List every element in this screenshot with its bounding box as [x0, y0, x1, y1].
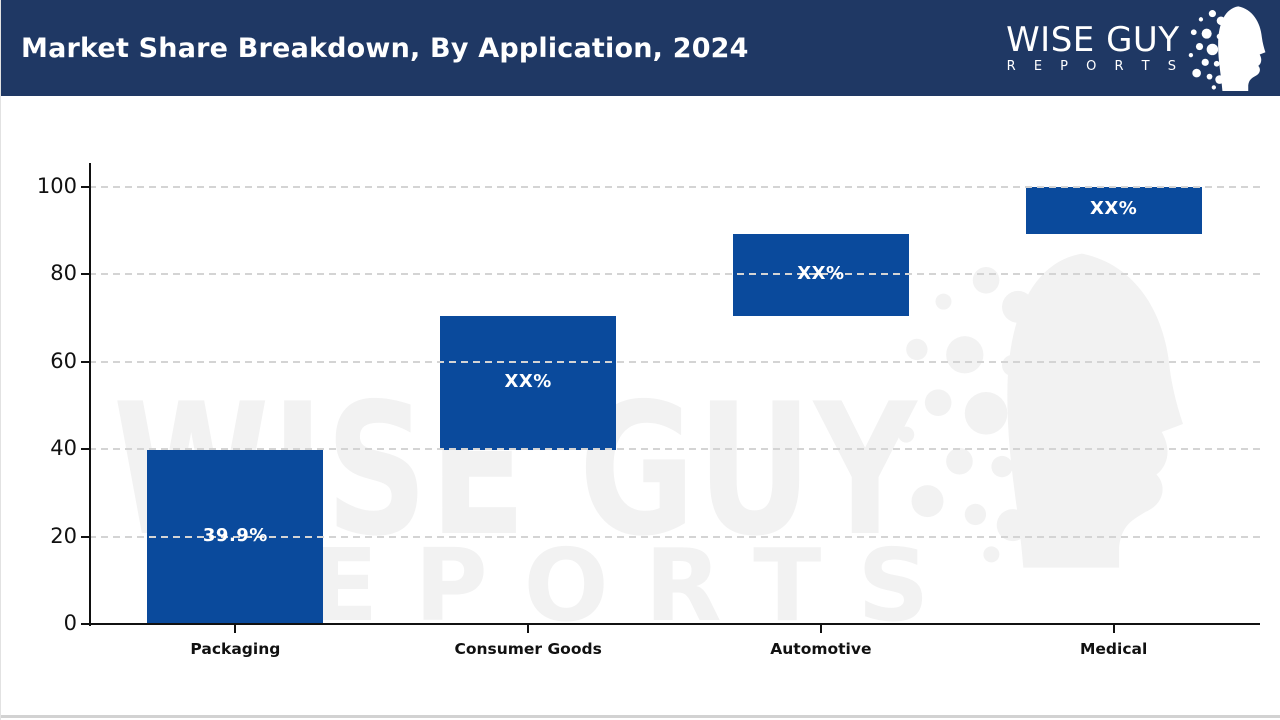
- bottom-border-line: [1, 715, 1280, 718]
- bar-value-label: XX%: [504, 370, 552, 392]
- bar-consumer-goods: [440, 316, 617, 450]
- logo-text: WISE GUY R E P O R T S: [1003, 23, 1183, 74]
- wise-guy-logo: WISE GUY R E P O R T S: [1003, 5, 1273, 91]
- chart-area: WISE GUY REPORTS 39.9% Packaging XX% Consum…: [1, 96, 1280, 720]
- gridline-y20: [89, 535, 1260, 538]
- page-title: Market Share Breakdown, By Application, …: [21, 32, 749, 64]
- y-axis-spine: [89, 163, 91, 626]
- x-tick-label: Packaging: [190, 640, 281, 658]
- y-tick-label: 100: [36, 174, 77, 198]
- y-tick-label: 40: [50, 436, 77, 461]
- bar-medical: [1025, 187, 1202, 234]
- y-tick-mark: [81, 535, 89, 538]
- bar-value-label: XX%: [1089, 198, 1138, 220]
- gridline-y60: [89, 360, 1260, 363]
- x-axis-baseline: [89, 623, 1260, 625]
- y-tick-label: 80: [50, 261, 77, 286]
- x-tick-label: Medical: [1079, 640, 1148, 658]
- bar-value-label: 39.9%: [202, 524, 268, 546]
- header-bar: Market Share Breakdown, By Application, …: [1, 0, 1280, 96]
- x-tick-mark: [527, 625, 530, 633]
- x-tick-mark: [234, 625, 237, 633]
- logo-subtext: R E P O R T S: [1006, 58, 1183, 74]
- logo-name: WISE GUY: [1006, 19, 1180, 60]
- x-tick-label: Automotive: [770, 640, 872, 658]
- y-tick-label: 60: [50, 348, 77, 373]
- y-tick-mark: [81, 186, 89, 188]
- y-tick-mark: [81, 273, 89, 276]
- bar-value-label: XX%: [797, 263, 845, 285]
- gridline-y40: [89, 448, 1260, 451]
- x-tick-mark: [819, 625, 822, 633]
- y-tick-label: 0: [63, 611, 77, 635]
- wise-guy-face-icon: [1188, 6, 1266, 91]
- y-tick-mark: [81, 448, 89, 451]
- y-tick-label: 20: [50, 523, 77, 548]
- x-tick-mark: [1112, 625, 1115, 633]
- gridline-y100: [89, 186, 1260, 188]
- x-tick-label: Consumer Goods: [454, 640, 602, 658]
- gridline-y80: [89, 273, 1260, 276]
- y-tick-mark: [81, 360, 89, 363]
- y-tick-mark: [81, 623, 89, 625]
- watermark-face-icon: [898, 253, 1183, 568]
